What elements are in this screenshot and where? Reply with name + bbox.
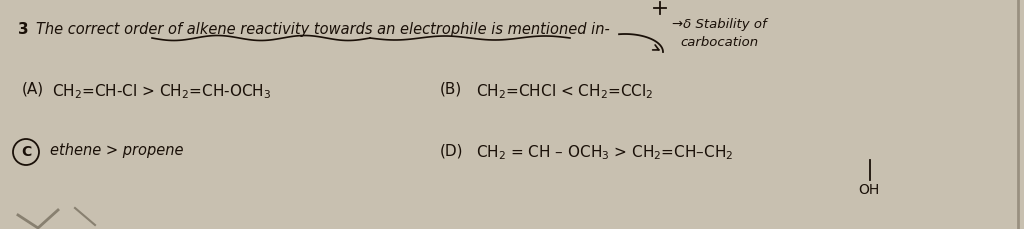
Text: →δ Stability of: →δ Stability of — [672, 18, 767, 31]
Text: 3: 3 — [18, 22, 29, 37]
Text: CH$_2$=CHCl < CH$_2$=CCl$_2$: CH$_2$=CHCl < CH$_2$=CCl$_2$ — [476, 82, 653, 101]
Text: CH$_2$ = CH – OCH$_3$ > CH$_2$=CH–CH$_2$: CH$_2$ = CH – OCH$_3$ > CH$_2$=CH–CH$_2$ — [476, 143, 733, 162]
Text: ethene > propene: ethene > propene — [50, 143, 183, 158]
Text: CH$_2$=CH-Cl > CH$_2$=CH-OCH$_3$: CH$_2$=CH-Cl > CH$_2$=CH-OCH$_3$ — [52, 82, 271, 101]
Text: carbocation: carbocation — [680, 36, 758, 49]
Text: The correct order of alkene reactivity towards an electrophile is mentioned in-: The correct order of alkene reactivity t… — [36, 22, 609, 37]
Text: (D): (D) — [440, 143, 464, 158]
Text: (B): (B) — [440, 82, 462, 97]
Text: OH: OH — [858, 183, 880, 197]
Text: (A): (A) — [22, 82, 44, 97]
Text: C: C — [20, 145, 31, 159]
